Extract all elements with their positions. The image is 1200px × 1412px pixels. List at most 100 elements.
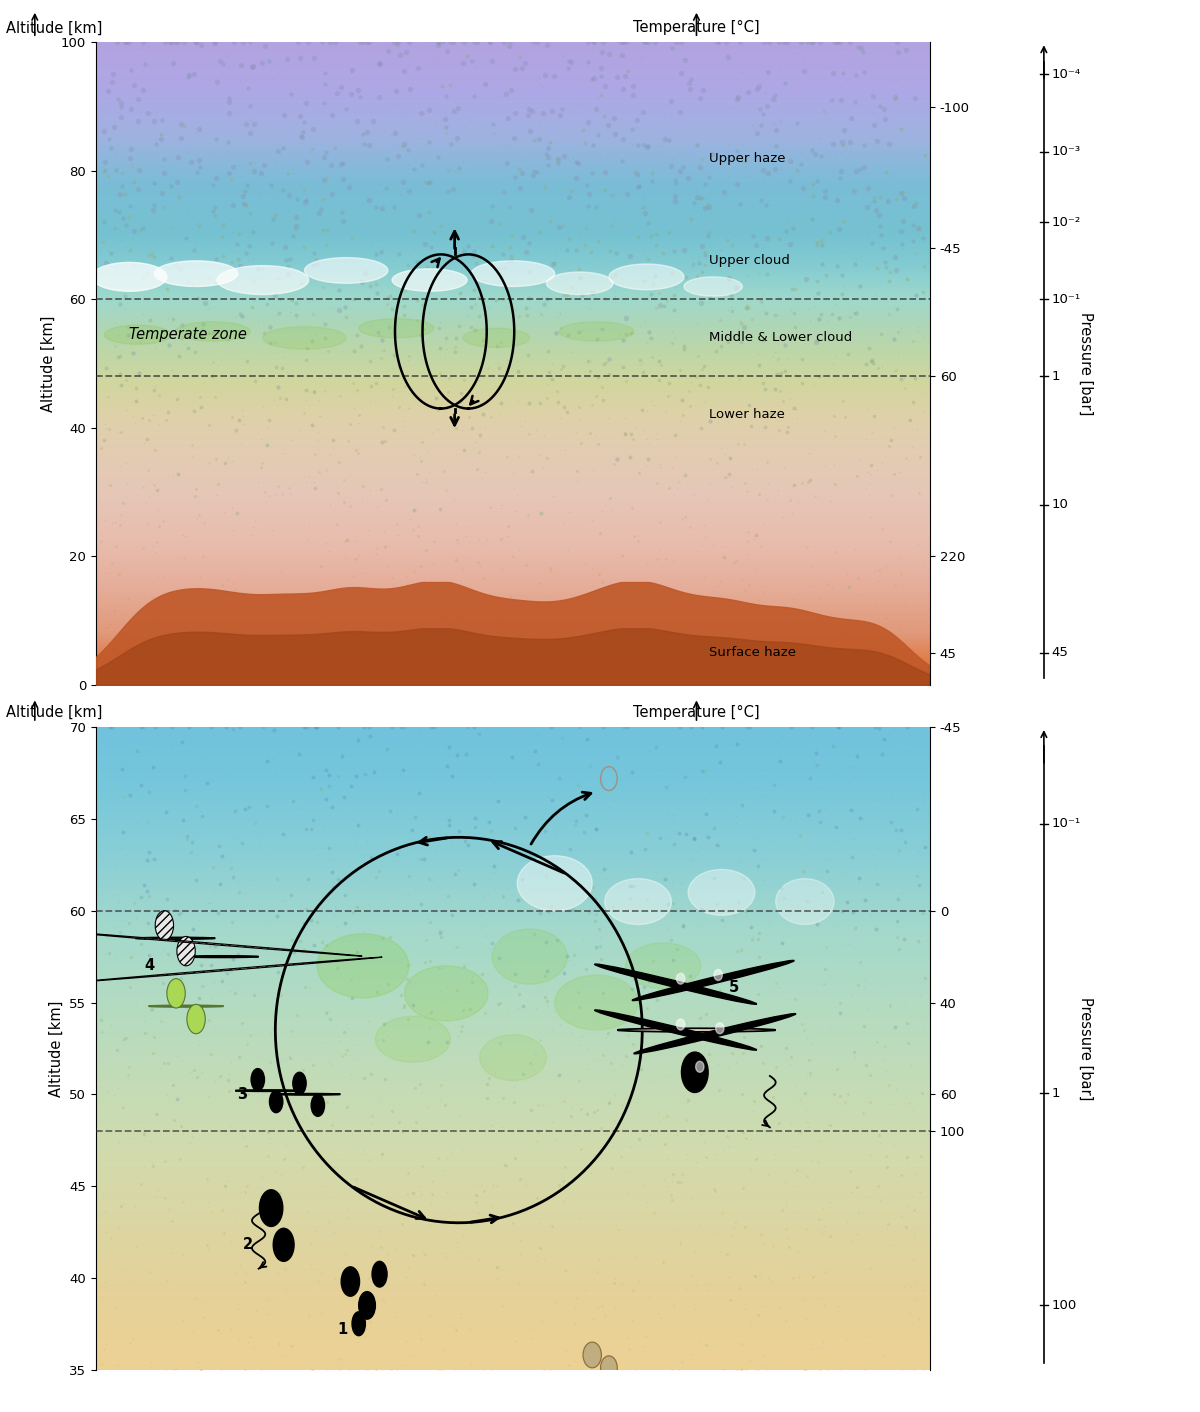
Point (574, 928, 593, 950)
Point (256, 35, 275, 58)
Point (287, 188, 306, 210)
Point (244, 984, 263, 1007)
Point (112, 504, 131, 527)
Point (133, 267, 152, 289)
Point (199, 322, 218, 345)
Point (412, 847, 431, 870)
Point (307, 716, 326, 738)
Point (500, 195, 520, 217)
Point (172, 901, 191, 923)
Point (833, 1100, 852, 1123)
Point (892, 117, 911, 140)
Point (658, 1104, 677, 1127)
Point (233, 1012, 252, 1035)
Point (534, 292, 553, 315)
Point (252, 674, 271, 696)
Point (668, 367, 688, 390)
Point (232, 157, 251, 179)
Point (498, 107, 517, 130)
Point (359, 1010, 378, 1032)
Point (786, 277, 805, 299)
Point (913, 902, 932, 925)
Point (671, 409, 690, 432)
Point (155, 1052, 174, 1075)
Point (228, 1298, 247, 1320)
Point (190, 157, 209, 179)
Point (241, 121, 260, 144)
Point (367, 537, 386, 559)
Point (650, 294, 670, 316)
Point (229, 223, 248, 246)
Point (845, 302, 864, 325)
Point (913, 381, 932, 404)
Point (787, 158, 806, 181)
Point (325, 31, 344, 54)
Point (146, 1185, 166, 1207)
Point (788, 1241, 808, 1264)
Point (740, 1348, 760, 1371)
Point (838, 1211, 857, 1234)
Point (666, 31, 685, 54)
Point (416, 467, 436, 490)
Point (860, 462, 880, 484)
Point (182, 445, 202, 467)
Point (794, 49, 814, 72)
Point (137, 666, 156, 689)
Point (220, 106, 239, 128)
Point (464, 1173, 484, 1196)
Point (330, 385, 349, 408)
Point (151, 127, 170, 150)
Point (848, 1202, 868, 1224)
Point (796, 1358, 815, 1381)
Point (296, 472, 316, 494)
Point (228, 501, 247, 524)
Point (880, 435, 899, 457)
Point (695, 390, 714, 412)
Point (275, 1231, 294, 1254)
Point (692, 357, 712, 380)
Point (200, 891, 220, 914)
Point (481, 1196, 500, 1219)
Point (671, 160, 690, 182)
Point (271, 901, 290, 923)
Point (474, 268, 493, 291)
Point (536, 143, 556, 165)
Point (107, 143, 126, 165)
Point (410, 203, 430, 226)
Point (701, 202, 720, 225)
Point (262, 1022, 281, 1045)
Point (398, 253, 418, 275)
Point (202, 953, 221, 976)
Point (100, 942, 119, 964)
Point (725, 1211, 744, 1234)
Point (329, 1348, 348, 1371)
Ellipse shape (175, 322, 251, 342)
Point (757, 489, 776, 511)
Point (284, 38, 304, 61)
Point (232, 54, 251, 76)
Point (185, 62, 204, 85)
Point (529, 443, 548, 466)
Point (221, 953, 240, 976)
Point (301, 908, 320, 931)
Point (233, 398, 252, 421)
Point (650, 452, 670, 474)
Point (521, 621, 540, 644)
Point (167, 388, 186, 411)
Point (719, 411, 738, 433)
Point (853, 1101, 872, 1124)
Point (893, 209, 912, 232)
Point (557, 284, 576, 306)
Point (678, 1055, 697, 1077)
Point (241, 31, 260, 54)
Point (766, 112, 785, 134)
Point (818, 311, 838, 333)
Point (200, 267, 220, 289)
Point (412, 1327, 431, 1350)
Point (271, 288, 290, 311)
Point (199, 414, 218, 436)
Point (124, 942, 143, 964)
Point (605, 106, 624, 128)
Point (689, 539, 708, 562)
Point (296, 388, 316, 411)
